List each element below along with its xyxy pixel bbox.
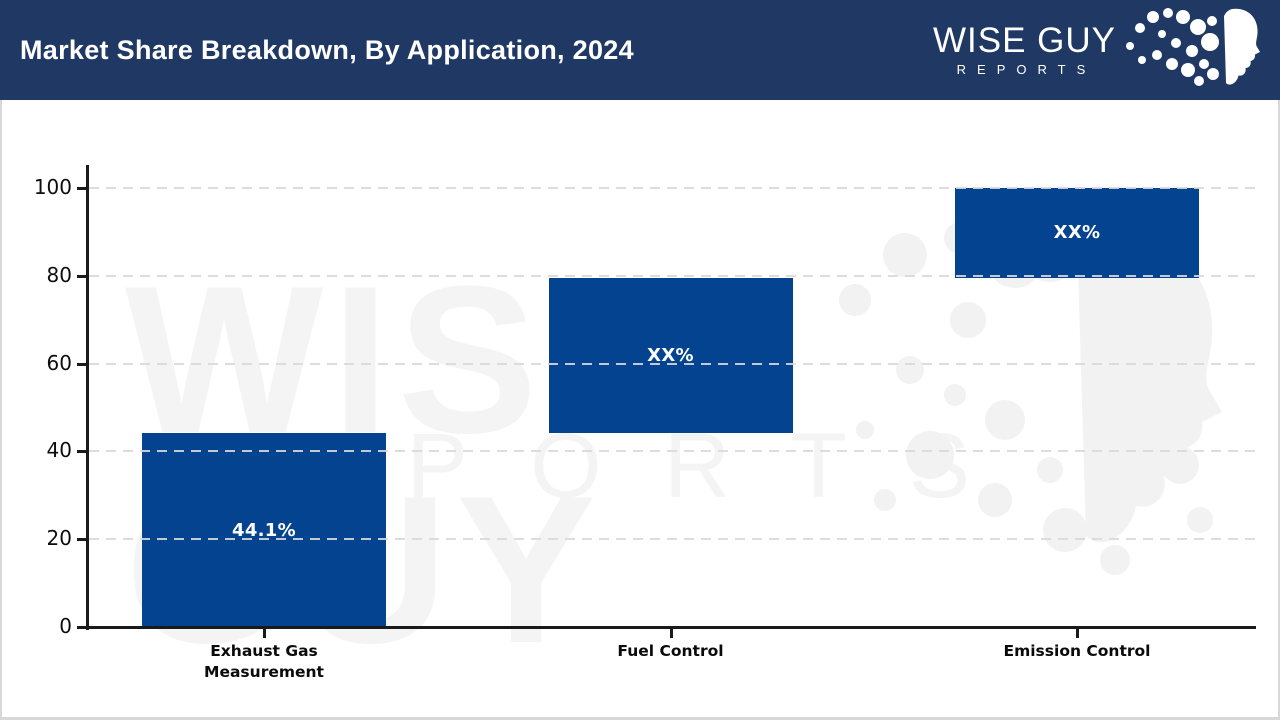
y-axis-tick bbox=[77, 626, 86, 629]
y-axis-label: 100 bbox=[33, 175, 72, 199]
x-axis-category-label: Exhaust Gas Measurement bbox=[204, 642, 324, 681]
page-title: Market Share Breakdown, By Application, … bbox=[20, 34, 634, 65]
bar-value-label: 44.1% bbox=[232, 519, 296, 541]
gridline bbox=[89, 362, 1256, 365]
y-axis-tick bbox=[77, 187, 86, 190]
x-axis-tick bbox=[669, 629, 673, 638]
page-edge-bottom bbox=[0, 717, 1280, 720]
y-axis-line bbox=[86, 165, 89, 630]
brand-text: WISE GUY REPORTS bbox=[933, 23, 1116, 77]
y-axis-tick bbox=[77, 274, 86, 278]
bar-segment[interactable]: XX% bbox=[548, 277, 793, 434]
brand-sub: REPORTS bbox=[956, 62, 1097, 77]
brand-face-icon bbox=[1126, 8, 1260, 86]
y-axis-tick bbox=[77, 362, 86, 366]
gridline bbox=[89, 450, 1256, 453]
y-axis-label: 40 bbox=[46, 438, 72, 463]
y-axis-label: 20 bbox=[46, 526, 72, 551]
bar-segment[interactable]: 44.1% bbox=[142, 433, 386, 627]
bar-value-label: XX% bbox=[1053, 222, 1101, 244]
y-axis-label: 80 bbox=[46, 262, 72, 287]
header: Market Share Breakdown, By Application, … bbox=[0, 0, 1280, 100]
bar-segment[interactable]: XX% bbox=[955, 188, 1199, 278]
y-axis-tick bbox=[77, 450, 86, 454]
bar-value-label: XX% bbox=[647, 344, 694, 366]
brand-name: WISE GUY bbox=[932, 21, 1116, 60]
y-axis-label: 60 bbox=[46, 350, 72, 375]
gridline bbox=[89, 187, 1256, 189]
brand-logo: WISE GUY REPORTS bbox=[933, 6, 1270, 94]
x-axis-line bbox=[86, 626, 1256, 629]
y-axis-tick bbox=[77, 538, 86, 542]
x-axis-tick bbox=[1076, 629, 1079, 638]
gridline bbox=[89, 538, 1256, 541]
x-axis-tick bbox=[263, 629, 266, 638]
gridline bbox=[89, 274, 1256, 277]
x-axis-category-label: Fuel Control bbox=[617, 642, 724, 660]
x-axis-category-label: Emission Control bbox=[1003, 642, 1151, 660]
page-edge-left bbox=[0, 100, 2, 720]
page-edge-right bbox=[1278, 100, 1280, 720]
y-axis-label: 0 bbox=[59, 614, 72, 638]
